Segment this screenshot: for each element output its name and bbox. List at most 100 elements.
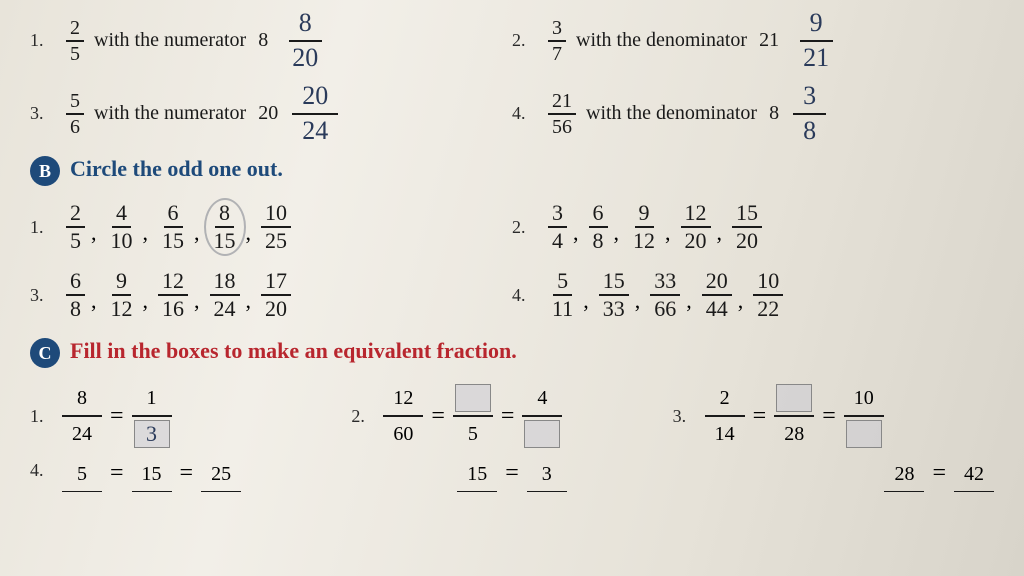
target-value: 21 xyxy=(759,29,779,52)
comma: , xyxy=(91,220,97,252)
fraction: 3 7 xyxy=(548,18,566,64)
section-b-item: 4.511,1533,3366,2044,1022 xyxy=(512,270,994,320)
item-a4: 4. 21 56 with the denominator 8 3 8 xyxy=(512,83,994,144)
fraction: 68 xyxy=(589,202,608,252)
fraction: 1022 xyxy=(753,270,783,320)
section-c-item: 2.1260=5=4 xyxy=(351,384,672,448)
comma: , xyxy=(194,288,200,320)
fraction: 1824 xyxy=(210,270,240,320)
fraction-list: 25,410,615,815,1025 xyxy=(62,202,295,252)
comma: , xyxy=(686,288,692,320)
section-b-row: 3.68,912,1216,1824,17204.511,1533,3366,2… xyxy=(30,270,994,320)
fraction: 912 xyxy=(107,270,137,320)
comma: , xyxy=(614,220,620,252)
section-c-item: 1. 824 = 13 xyxy=(30,384,351,448)
target-value: 8 xyxy=(769,102,779,125)
comma: , xyxy=(143,220,149,252)
fraction: 912 xyxy=(629,202,659,252)
item-number: 2. xyxy=(512,217,534,238)
equals: = xyxy=(110,460,124,487)
fraction: 2 5 xyxy=(66,18,84,64)
comma: , xyxy=(665,220,671,252)
section-a-row-2: 3. 5 6 with the numerator 20 20 24 4. 21… xyxy=(30,83,994,144)
fraction: 25 xyxy=(66,202,85,252)
fraction: 1220 xyxy=(681,202,711,252)
section-badge-b: B xyxy=(30,156,60,186)
section-a-row-1: 1. 2 5 with the numerator 8 8 20 2. 3 7 … xyxy=(30,10,994,71)
equals: = xyxy=(431,403,445,430)
equals: = xyxy=(505,460,519,487)
equals: = xyxy=(932,460,946,487)
fraction-with-box: 5 xyxy=(453,384,493,448)
with-text: with the numerator xyxy=(94,29,246,52)
item-number: 3. xyxy=(673,406,695,427)
fraction: 511 xyxy=(548,270,577,320)
fraction: 1520 xyxy=(732,202,762,252)
handwritten-answer: 9 21 xyxy=(793,10,839,71)
comma: , xyxy=(194,220,200,252)
fraction-partial: 42 xyxy=(954,460,994,492)
item-number: 3. xyxy=(30,285,52,306)
target-value: 8 xyxy=(258,29,268,52)
fraction-list: 68,912,1216,1824,1720 xyxy=(62,270,295,320)
fraction-partial: 15 xyxy=(457,460,497,492)
item-number: 4. xyxy=(30,460,52,481)
fraction: 615 xyxy=(158,202,188,252)
fraction: 2044 xyxy=(702,270,732,320)
partial-group: 28 = 42 xyxy=(673,460,994,492)
equals: = xyxy=(501,403,515,430)
comma: , xyxy=(583,288,589,320)
item-number: 3. xyxy=(30,103,52,124)
section-b-item: 3.68,912,1216,1824,1720 xyxy=(30,270,512,320)
section-b-item: 2.34,68,912,1220,1520 xyxy=(512,202,994,252)
section-b-title: Circle the odd one out. xyxy=(70,156,283,182)
fraction: 68 xyxy=(66,270,85,320)
fraction: 3366 xyxy=(650,270,680,320)
fraction-partial: 25 xyxy=(201,460,241,492)
item-number: 4. xyxy=(512,103,534,124)
comma: , xyxy=(738,288,744,320)
fraction: 34 xyxy=(548,202,567,252)
fraction-list: 34,68,912,1220,1520 xyxy=(544,202,766,252)
fraction-with-box: 13 xyxy=(132,384,172,448)
section-badge-c: C xyxy=(30,338,60,368)
fraction-partial: 15 xyxy=(132,460,172,492)
fraction: 1533 xyxy=(599,270,629,320)
comma: , xyxy=(246,288,252,320)
item-number: 4. xyxy=(512,285,534,306)
section-b-item: 1.25,410,615,815,1025 xyxy=(30,202,512,252)
section-c-row-1: 1.824=132.1260=5=43.214=28=10 xyxy=(30,384,994,448)
equals: = xyxy=(110,403,124,430)
fraction-with-box: 824 xyxy=(62,384,102,448)
fraction-partial: 57 xyxy=(62,460,102,492)
fraction-list: 511,1533,3366,2044,1022 xyxy=(544,270,787,320)
comma: , xyxy=(717,220,723,252)
comma: , xyxy=(91,288,97,320)
fraction-partial: 28 xyxy=(884,460,924,492)
equals: = xyxy=(822,403,836,430)
fraction: 1720 xyxy=(261,270,291,320)
item-a2: 2. 3 7 with the denominator 21 9 21 xyxy=(512,10,994,71)
item-a3: 3. 5 6 with the numerator 20 20 24 xyxy=(30,83,512,144)
fraction-partial: 3 xyxy=(527,460,567,492)
section-c-item: 3.214=28=10 xyxy=(673,384,994,448)
fraction-with-box: 214 xyxy=(705,384,745,448)
target-value: 20 xyxy=(258,102,278,125)
equals: = xyxy=(180,460,194,487)
fraction-with-box: 1260 xyxy=(383,384,423,448)
section-b-header: B Circle the odd one out. xyxy=(30,156,994,186)
fraction: 1216 xyxy=(158,270,188,320)
fraction: 1025 xyxy=(261,202,291,252)
fraction: 21 56 xyxy=(548,91,576,137)
item-a1: 1. 2 5 with the numerator 8 8 20 xyxy=(30,10,512,71)
fraction-with-box: 10 xyxy=(844,384,884,448)
fraction-with-box: 4 xyxy=(522,384,562,448)
item-number: 1. xyxy=(30,406,52,427)
fraction: 410 xyxy=(107,202,137,252)
partial-group: 4. 57 = 15 = 25 xyxy=(30,460,351,492)
fraction: 815 xyxy=(210,202,240,252)
comma: , xyxy=(246,220,252,252)
handwritten-answer: 20 24 xyxy=(292,83,338,144)
handwritten-answer: 3 8 xyxy=(793,83,826,144)
section-b-row: 1.25,410,615,815,10252.34,68,912,1220,15… xyxy=(30,202,994,252)
